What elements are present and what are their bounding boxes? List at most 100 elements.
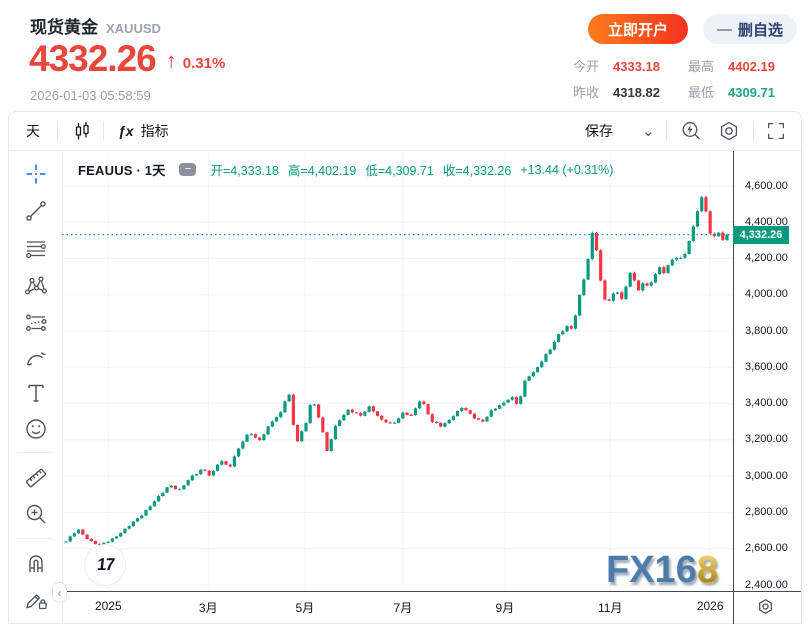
long-position-icon: [26, 314, 47, 331]
fib-retracement-icon: [26, 241, 46, 259]
tool-trend-line[interactable]: [22, 197, 50, 225]
candlestick-chart[interactable]: [62, 151, 733, 592]
toolbar-separator: [103, 121, 104, 141]
fullscreen-icon: [768, 123, 784, 139]
xabcd-pattern-icon: [24, 276, 48, 295]
zoom-in-icon: [26, 504, 46, 524]
stat-low: 最低 4309.71: [688, 85, 776, 100]
legend-close: 收=4,332.26: [442, 164, 512, 178]
chart-settings-button[interactable]: [717, 118, 741, 144]
chevron-left-icon: ‹: [57, 585, 62, 600]
fx-icon: ƒx: [118, 123, 134, 139]
tool-long-position[interactable]: [22, 309, 50, 337]
legend-collapse-button[interactable]: −: [179, 163, 197, 176]
tool-emoji[interactable]: [22, 415, 50, 443]
settings-hexagon-icon: [759, 599, 772, 614]
price-axis-border: [733, 151, 734, 624]
price-tick-label: 4,200.00: [745, 252, 788, 265]
interval-button[interactable]: 天: [26, 123, 40, 139]
minus-icon: —: [716, 20, 732, 38]
measure-ruler-icon: [25, 468, 47, 488]
time-tick-label: 3月: [198, 601, 218, 615]
sidebar-section-divider: [17, 538, 53, 539]
sidebar-section-divider: [17, 452, 53, 453]
last-price: 4332.26: [29, 38, 157, 79]
legend-change: +13.44 (+0.31%): [520, 162, 614, 177]
tradingview-logo[interactable]: 17: [85, 545, 125, 585]
legend-open: 开=4,333.18: [210, 164, 279, 178]
remove-watchlist-button[interactable]: — 删自选: [703, 14, 797, 44]
toolbar-separator: [57, 121, 58, 141]
legend-low: 低=4,309.71: [365, 164, 434, 178]
save-button[interactable]: 保存: [585, 123, 613, 139]
time-tick-label: 7月: [393, 601, 413, 615]
sidebar-divider: [62, 151, 63, 623]
fullscreen-button[interactable]: [765, 118, 787, 144]
price-tick-label: 3,400.00: [745, 397, 788, 410]
legend-symbol[interactable]: FEAUUS · 1天: [78, 163, 166, 178]
time-tick-label: 5月: [295, 601, 315, 615]
price-tick-label: 3,200.00: [745, 433, 788, 446]
price-tick-label: 2,600.00: [745, 542, 788, 555]
trend-line-icon: [26, 201, 46, 221]
crosshair-icon: [26, 164, 46, 184]
tool-magnet[interactable]: [22, 549, 50, 577]
scroll-left-handle[interactable]: ‹: [52, 582, 67, 603]
time-tick-label: 2026: [696, 599, 724, 613]
chart-legend: FEAUUS · 1天 − 开=4,333.18 高=4,402.19 低=4,…: [78, 160, 622, 179]
tradingview-glyph: 17: [95, 555, 115, 574]
price-tick-label: 3,800.00: [745, 324, 788, 337]
price-tick-label: 3,600.00: [745, 360, 788, 373]
quote-timestamp: 2026-01-03 05:58:59: [30, 88, 151, 103]
fx168-watermark: FX168: [606, 549, 718, 591]
price-axis[interactable]: 4,600.00 4,400.00 4,200.00 4,000.00 3,800.00…: [734, 151, 800, 592]
time-tick-label: 9月: [495, 601, 515, 615]
stat-open: 今开 4333.18: [573, 59, 661, 74]
pencil-lock-icon: [26, 594, 47, 610]
candlestick-icon: [75, 122, 89, 140]
flash-search-icon: [682, 122, 700, 140]
tool-xabcd-pattern[interactable]: [22, 272, 50, 300]
quick-search-button[interactable]: [679, 118, 703, 144]
emoji-icon: [26, 419, 46, 439]
open-account-button[interactable]: 立即开户: [588, 14, 688, 44]
toolbar-separator: [753, 121, 754, 141]
time-axis[interactable]: 2025 3月 5月 7月 9月 11月 2026: [62, 592, 733, 623]
time-tick-label: 11月: [597, 601, 623, 615]
stat-prev-close: 昨收 4318.82: [573, 85, 661, 100]
price-tick-label: 2,800.00: [745, 505, 788, 518]
magnet-icon: [29, 555, 43, 572]
tool-text[interactable]: [22, 379, 50, 407]
up-arrow-icon: ↑: [165, 48, 177, 73]
stat-high: 最高 4402.19: [688, 59, 776, 74]
change-percent: 0.31%: [182, 54, 226, 72]
tool-crosshair[interactable]: [22, 160, 50, 188]
toolbar-separator: [666, 121, 667, 141]
price-tick-label: 4,400.00: [745, 215, 788, 228]
legend-high: 高=4,402.19: [287, 164, 357, 178]
tool-drawings-lock[interactable]: [22, 585, 50, 613]
price-row: 4332.26 ↑ 0.31%: [29, 38, 225, 80]
tool-zoom-in[interactable]: [22, 500, 50, 528]
indicators-button[interactable]: ƒx 指标: [118, 123, 169, 139]
chevron-down-icon: ⌄: [642, 123, 655, 140]
tool-fib-retracement[interactable]: [22, 235, 50, 263]
tool-measure[interactable]: [22, 464, 50, 492]
minus-icon: −: [184, 163, 192, 175]
price-tick-label: 3,000.00: [745, 469, 788, 482]
time-tick-label: 2025: [94, 599, 122, 613]
instrument-symbol: XAUUSD: [106, 21, 161, 36]
brush-icon: [26, 352, 46, 366]
text-icon: [28, 384, 44, 402]
current-price-label: 4,332.26: [733, 225, 789, 244]
price-tick-label: 4,600.00: [745, 179, 788, 192]
price-tick-label: 2,400.00: [745, 578, 788, 591]
tool-brush[interactable]: [22, 344, 50, 372]
toolbar-divider: [9, 150, 801, 151]
time-axis-border: [62, 591, 801, 592]
candle-style-button[interactable]: [70, 118, 94, 144]
save-dropdown-button[interactable]: ⌄: [642, 118, 655, 144]
instrument-header: 现货黄金 XAUUSD: [30, 13, 161, 38]
price-tick-label: 4,000.00: [745, 288, 788, 301]
axis-settings-button[interactable]: [756, 597, 775, 621]
